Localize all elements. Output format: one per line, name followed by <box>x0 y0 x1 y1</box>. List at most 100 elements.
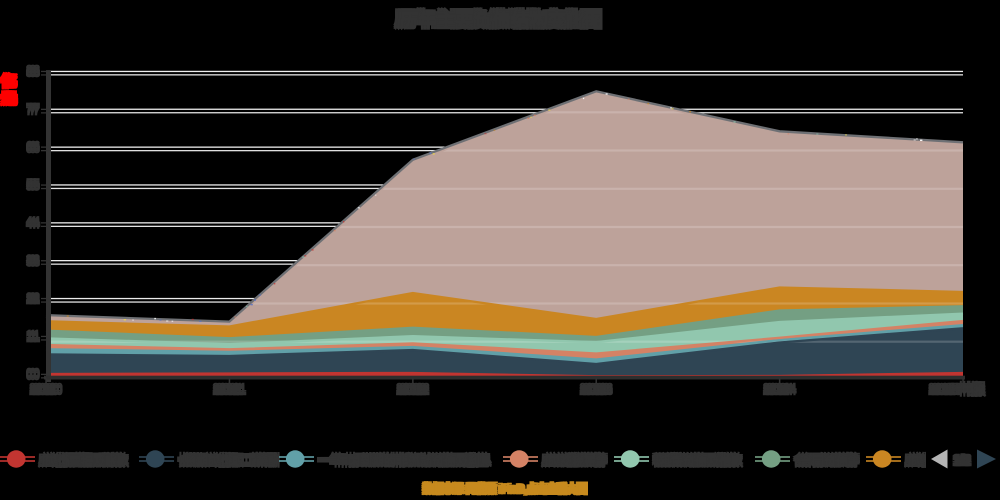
svg-text:3: 3 <box>33 252 40 266</box>
svg-text:应交税费等: 应交税费等 <box>541 451 601 466</box>
svg-text:1/2: 1/2 <box>952 453 969 467</box>
svg-text:元: 元 <box>5 93 18 108</box>
svg-text:4: 4 <box>33 216 40 230</box>
svg-text:合同负债等: 合同负债等 <box>800 451 860 466</box>
svg-text:2024: 2024 <box>763 382 790 396</box>
svg-text:历年主要负债结构变化图: 历年主要负债结构变化图 <box>397 7 601 28</box>
svg-text:元: 元 <box>0 89 13 104</box>
svg-text:2024: 2024 <box>766 382 793 396</box>
svg-text:2023: 2023 <box>579 384 606 398</box>
svg-text:合同负债等: 合同负债等 <box>800 452 860 467</box>
svg-text:长期应付职工薪酬: 长期应付职工薪酬 <box>177 454 273 469</box>
svg-text:应交税费等: 应交税费等 <box>541 452 601 467</box>
svg-text:5: 5 <box>33 180 40 194</box>
svg-text:历年主要负债结构变化图: 历年主要负债结构变化图 <box>400 7 604 28</box>
svg-text:5: 5 <box>30 178 37 192</box>
svg-text:租赁负债及借款: 租赁负债及借款 <box>656 454 741 469</box>
svg-text:合同负债等: 合同负债等 <box>793 451 853 466</box>
svg-text:亿: 亿 <box>0 74 13 89</box>
svg-text:3: 3 <box>30 252 37 266</box>
svg-text:7: 7 <box>26 104 33 118</box>
svg-text:长期应付职工薪酬: 长期应付职工薪酬 <box>181 454 277 469</box>
svg-text:合同负债等: 合同负债等 <box>800 454 860 469</box>
svg-text:应付票据及账款: 应付票据及账款 <box>38 452 123 467</box>
svg-text:应交税费等: 应交税费等 <box>545 452 605 467</box>
svg-text:历年主要负债结构变化图: 历年主要负债结构变化图 <box>394 11 598 32</box>
svg-text:2021: 2021 <box>213 384 240 398</box>
svg-text:2023: 2023 <box>583 384 610 398</box>
svg-text:6: 6 <box>26 138 33 152</box>
svg-text:1: 1 <box>30 329 37 343</box>
svg-text:应付: 应付 <box>904 454 928 469</box>
svg-text:2024: 2024 <box>770 384 797 398</box>
svg-text:应付: 应付 <box>911 452 935 467</box>
svg-text:6: 6 <box>26 142 33 156</box>
svg-text:4: 4 <box>33 218 40 232</box>
svg-text:数据来源:同花顺 iFinD,点击查看大图: 数据来源:同花顺 iFinD,点击查看大图 <box>425 482 589 495</box>
svg-text:应付: 应付 <box>904 452 928 467</box>
svg-text:应付: 应付 <box>908 454 932 469</box>
svg-text:历年主要负债结构变化图: 历年主要负债结构变化图 <box>400 11 604 32</box>
svg-text:8: 8 <box>30 63 37 77</box>
svg-text:2025中报: 2025中报 <box>928 381 979 396</box>
svg-text:应付票据及账款: 应付票据及账款 <box>42 452 127 467</box>
svg-text:8: 8 <box>33 66 40 80</box>
svg-text:2024: 2024 <box>766 384 793 398</box>
svg-text:2: 2 <box>33 292 40 306</box>
svg-text:元: 元 <box>5 91 18 106</box>
svg-text:3: 3 <box>30 254 37 268</box>
svg-text:数据来源:同花顺 iFinD,点击查看大图: 数据来源:同花顺 iFinD,点击查看大图 <box>425 481 589 494</box>
svg-text:2: 2 <box>30 293 37 307</box>
svg-text:应付票据及账款: 应付票据及账款 <box>45 451 130 466</box>
svg-text:7: 7 <box>33 104 40 118</box>
svg-text:长期应付职工薪酬: 长期应付职工薪酬 <box>184 454 280 469</box>
svg-text:8: 8 <box>33 64 40 78</box>
svg-text:2023: 2023 <box>583 381 610 395</box>
svg-text:应交税费等: 应交税费等 <box>545 454 605 469</box>
svg-text:5: 5 <box>30 176 37 190</box>
svg-text:0: 0 <box>33 369 40 383</box>
svg-text:6: 6 <box>33 138 40 152</box>
svg-text:2024: 2024 <box>763 381 790 395</box>
svg-text:应付票据及账款: 应付票据及账款 <box>38 454 123 469</box>
svg-text:1/2: 1/2 <box>954 452 971 466</box>
svg-text:租赁负债及借款: 租赁负债及借款 <box>659 454 744 469</box>
svg-text:一年内到期的非流动负债及利息: 一年内到期的非流动负债及利息 <box>321 454 489 469</box>
svg-text:历年主要负债结构变化图: 历年主要负债结构变化图 <box>400 9 604 30</box>
svg-text:应付票据及账款: 应付票据及账款 <box>45 454 130 469</box>
svg-text:7: 7 <box>26 102 33 116</box>
svg-text:一年内到期的非流动负债及利息: 一年内到期的非流动负债及利息 <box>317 454 485 469</box>
svg-text:2022: 2022 <box>396 384 423 398</box>
svg-text:2: 2 <box>33 293 40 307</box>
svg-text:6: 6 <box>30 140 37 154</box>
svg-text:一年内到期的非流动负债及利息: 一年内到期的非流动负债及利息 <box>317 451 485 466</box>
svg-text:亿: 亿 <box>5 74 18 89</box>
svg-text:租赁负债及借款: 租赁负债及借款 <box>652 452 737 467</box>
svg-text:0: 0 <box>26 367 33 381</box>
svg-text:2020: 2020 <box>33 384 60 398</box>
svg-text:数据来源:同花顺 iFinD,点击查看大图: 数据来源:同花顺 iFinD,点击查看大图 <box>425 484 589 497</box>
svg-text:2022: 2022 <box>403 381 430 395</box>
svg-text:7: 7 <box>26 101 33 115</box>
svg-text:8: 8 <box>26 66 33 80</box>
svg-text:2025中报: 2025中报 <box>928 380 979 395</box>
svg-text:5: 5 <box>33 178 40 192</box>
svg-text:4: 4 <box>30 214 37 228</box>
svg-text:合同负债等: 合同负债等 <box>793 454 853 469</box>
svg-text:2: 2 <box>30 292 37 306</box>
svg-text:应付: 应付 <box>908 452 932 467</box>
svg-text:数据来源:同花顺 iFinD,点击查看大图: 数据来源:同花顺 iFinD,点击查看大图 <box>423 481 587 494</box>
svg-text:1: 1 <box>30 328 37 342</box>
svg-text:2020: 2020 <box>33 382 60 396</box>
svg-text:亿: 亿 <box>0 72 13 87</box>
svg-text:2: 2 <box>26 292 33 306</box>
svg-text:亿: 亿 <box>2 72 15 87</box>
svg-text:2021: 2021 <box>216 382 243 396</box>
svg-text:2: 2 <box>30 290 37 304</box>
svg-text:租赁负债及借款: 租赁负债及借款 <box>656 451 741 466</box>
svg-text:4: 4 <box>26 216 33 230</box>
svg-text:2022: 2022 <box>399 382 426 396</box>
svg-text:2022: 2022 <box>403 382 430 396</box>
svg-text:1: 1 <box>33 329 40 343</box>
svg-text:应交税费等: 应交税费等 <box>548 454 608 469</box>
